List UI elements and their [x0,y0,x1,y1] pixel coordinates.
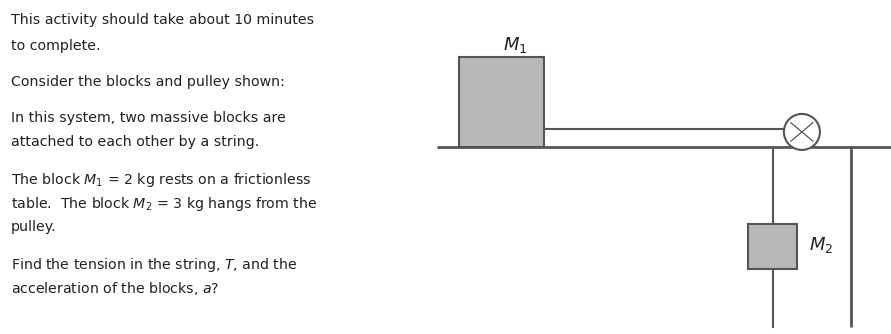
Polygon shape [748,224,797,269]
Text: $M_2$: $M_2$ [809,235,833,256]
Ellipse shape [784,114,820,150]
Text: Find the tension in the string, $T$, and the: Find the tension in the string, $T$, and… [11,256,297,274]
Text: attached to each other by a string.: attached to each other by a string. [11,135,259,149]
Text: table.  The block $M_2$ = 3 kg hangs from the: table. The block $M_2$ = 3 kg hangs from… [11,195,317,213]
Text: This activity should take about 10 minutes: This activity should take about 10 minut… [11,13,314,27]
Polygon shape [459,57,544,147]
Text: $M_1$: $M_1$ [503,35,527,55]
Text: acceleration of the blocks, $a$?: acceleration of the blocks, $a$? [11,280,219,297]
Text: to complete.: to complete. [11,39,100,53]
Text: Consider the blocks and pulley shown:: Consider the blocks and pulley shown: [11,75,284,89]
Text: In this system, two massive blocks are: In this system, two massive blocks are [11,111,286,125]
Text: The block $M_1$ = 2 kg rests on a frictionless: The block $M_1$ = 2 kg rests on a fricti… [11,171,311,189]
Text: pulley.: pulley. [11,220,56,234]
